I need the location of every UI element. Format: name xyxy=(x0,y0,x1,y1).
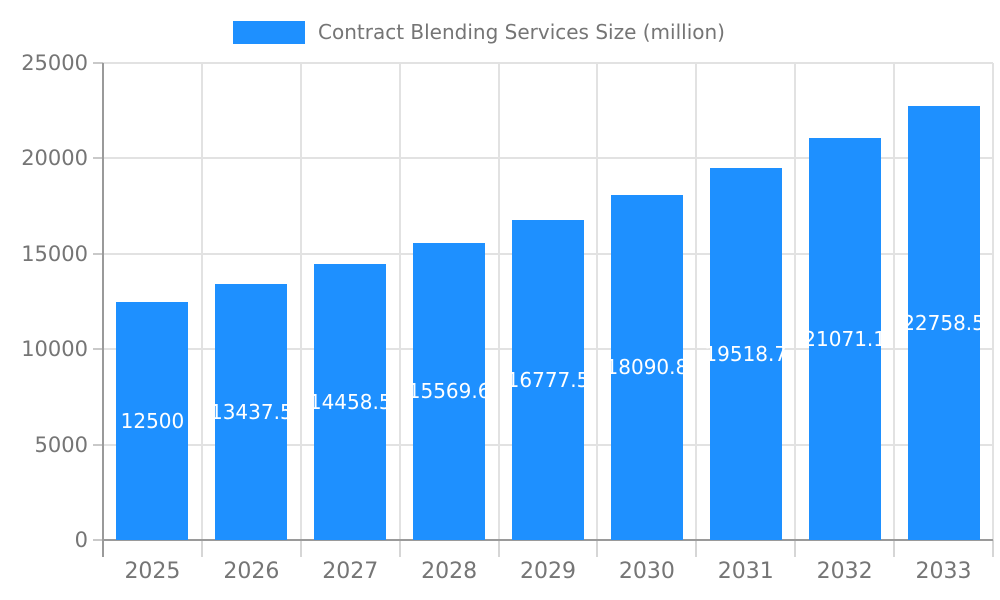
x-tick-mark xyxy=(398,540,401,557)
bar xyxy=(215,283,288,540)
bar xyxy=(709,167,782,540)
v-gridline xyxy=(299,63,302,540)
x-tick-mark xyxy=(497,540,500,557)
bar xyxy=(413,242,486,540)
h-gridline xyxy=(103,62,993,64)
bar xyxy=(116,301,189,540)
x-tick-label: 2032 xyxy=(816,559,873,584)
x-tick-label: 2033 xyxy=(915,559,972,584)
bar xyxy=(808,137,881,540)
x-tick-mark xyxy=(200,540,203,557)
x-tick-label: 2027 xyxy=(322,559,379,584)
x-tick-mark xyxy=(596,540,599,557)
bar xyxy=(610,194,683,540)
y-tick-mark xyxy=(93,62,103,64)
v-gridline xyxy=(497,63,500,540)
y-tick-label: 20000 xyxy=(21,146,88,171)
h-gridline xyxy=(103,157,993,160)
y-axis-line xyxy=(102,63,104,542)
y-tick-mark xyxy=(93,443,103,446)
x-tick-label: 2030 xyxy=(618,559,675,584)
x-tick-mark xyxy=(695,540,698,557)
x-tick-mark xyxy=(992,540,994,557)
x-tick-mark xyxy=(299,540,302,557)
y-tick-mark xyxy=(93,539,103,541)
v-gridline xyxy=(893,63,896,540)
v-gridline xyxy=(992,63,994,540)
x-tick-label: 2031 xyxy=(717,559,774,584)
x-tick-label: 2025 xyxy=(124,559,181,584)
x-tick-mark xyxy=(794,540,797,557)
x-axis-line xyxy=(103,539,993,541)
v-gridline xyxy=(794,63,797,540)
y-tick-label: 10000 xyxy=(21,337,88,362)
x-tick-mark xyxy=(102,540,104,557)
v-gridline xyxy=(200,63,203,540)
legend-swatch xyxy=(233,20,305,44)
y-tick-label: 0 xyxy=(74,528,88,552)
bar xyxy=(907,105,980,540)
y-tick-mark xyxy=(93,348,103,351)
legend-label: Contract Blending Services Size (million… xyxy=(318,20,725,44)
y-tick-mark xyxy=(93,252,103,255)
v-gridline xyxy=(695,63,698,540)
y-tick-mark xyxy=(93,157,103,160)
x-tick-label: 2029 xyxy=(520,559,576,584)
chart-legend: Contract Blending Services Size (million… xyxy=(233,20,725,44)
bar xyxy=(314,264,387,540)
x-tick-label: 2026 xyxy=(223,559,280,584)
y-tick-label: 15000 xyxy=(21,241,88,266)
bar xyxy=(512,219,584,540)
v-gridline xyxy=(596,63,599,540)
v-gridline xyxy=(398,63,401,540)
x-tick-label: 2028 xyxy=(421,559,478,584)
y-tick-label: 5000 xyxy=(34,432,88,457)
x-tick-mark xyxy=(893,540,896,557)
y-tick-label: 25000 xyxy=(21,51,88,75)
